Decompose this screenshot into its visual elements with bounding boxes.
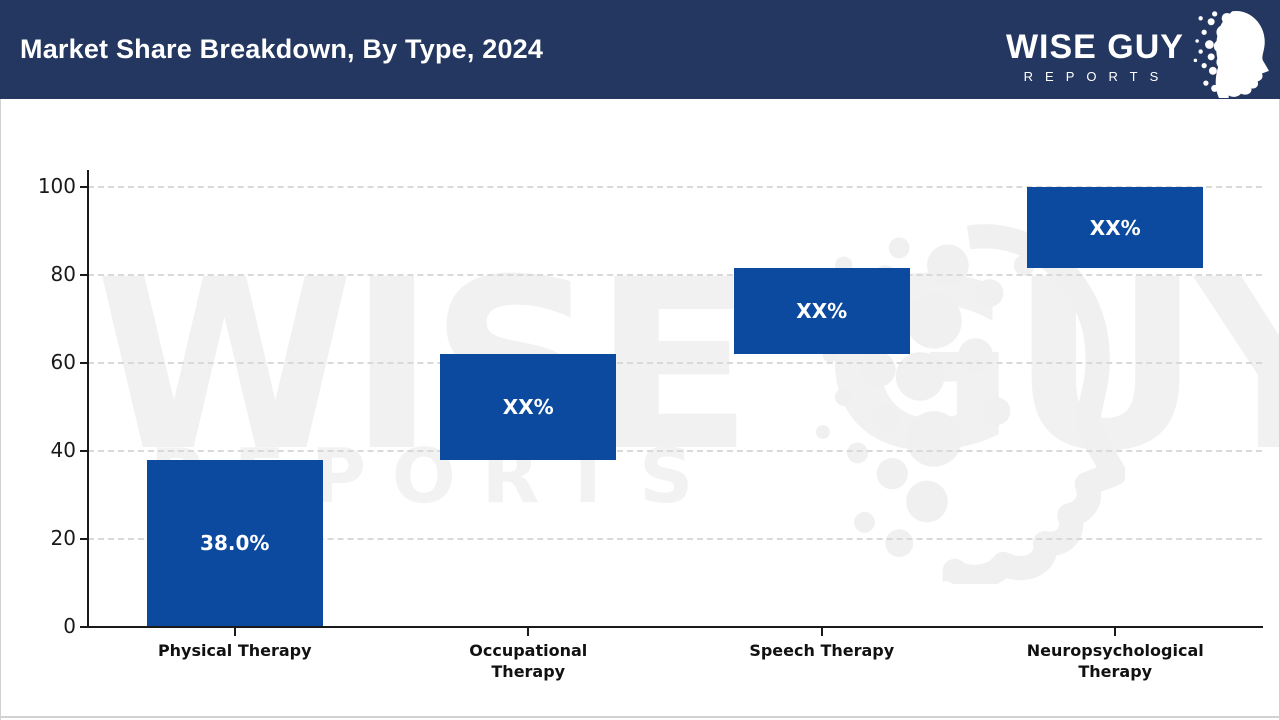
y-tick-label: 0 [63,614,76,638]
y-tick-mark [80,450,88,452]
x-category-label-line: Speech Therapy [749,641,895,660]
bar [440,354,617,460]
bar-value-label: XX% [1089,215,1141,240]
gridline [88,362,1262,364]
bar-value-label: 38.0% [200,531,270,556]
bar-value-label: XX% [502,395,554,419]
bottom-border [0,716,1280,718]
x-category-label-line: Neuropsychological [1026,641,1204,660]
y-tick-mark [80,362,88,364]
bar [733,268,910,355]
logo-wordmark-sub: REPORTS [1023,69,1171,84]
y-tick-mark [80,186,88,188]
x-category-label-line: Occupational [469,641,588,660]
logo-wordmark: WISE GUY REPORTS [1006,30,1184,84]
x-category-label-line: Physical Therapy [157,641,312,660]
bar [1027,187,1204,269]
x-tick-mark [820,628,823,636]
gridline [88,186,1262,188]
x-category-label-line: Therapy [1078,661,1153,681]
y-tick-label: 20 [50,526,76,550]
y-tick-mark [80,538,88,540]
x-category-label-line: Therapy [491,661,566,681]
chart-area: WISE GUY REPORTS 0 20 40 60 80 100 38.0% Physic… [0,99,1280,720]
brand-logo: WISE GUY REPORTS [1006,6,1272,98]
y-tick-label: 40 [50,438,76,462]
header: Market Share Breakdown, By Type, 2024 WI… [0,0,1280,99]
y-tick-label: 100 [37,174,76,198]
logo-wordmark-main: WISE GUY [1005,28,1184,66]
y-tick-mark [80,626,88,628]
y-tick-label: 80 [50,262,76,286]
gridline [88,538,1262,540]
y-axis [87,170,89,628]
y-tick-mark [80,274,88,276]
gridline [88,274,1262,276]
wiseguy-head-icon [1193,10,1269,98]
page-title: Market Share Breakdown, By Type, 2024 [20,34,544,64]
bar-value-label: XX% [796,299,848,324]
x-tick-mark [1114,628,1117,636]
y-tick-label: 60 [50,350,76,374]
bar [146,459,323,627]
gridline [88,450,1262,452]
x-category-label: Physical Therapy [158,641,312,662]
x-category-label: Neuropsychological Therapy [1027,641,1204,683]
x-tick-mark [233,628,236,636]
left-border [0,99,1,720]
x-category-label: Occupational Therapy [469,641,587,683]
x-tick-mark [527,628,530,636]
x-axis [87,626,1263,628]
x-category-label: Speech Therapy [749,641,894,662]
